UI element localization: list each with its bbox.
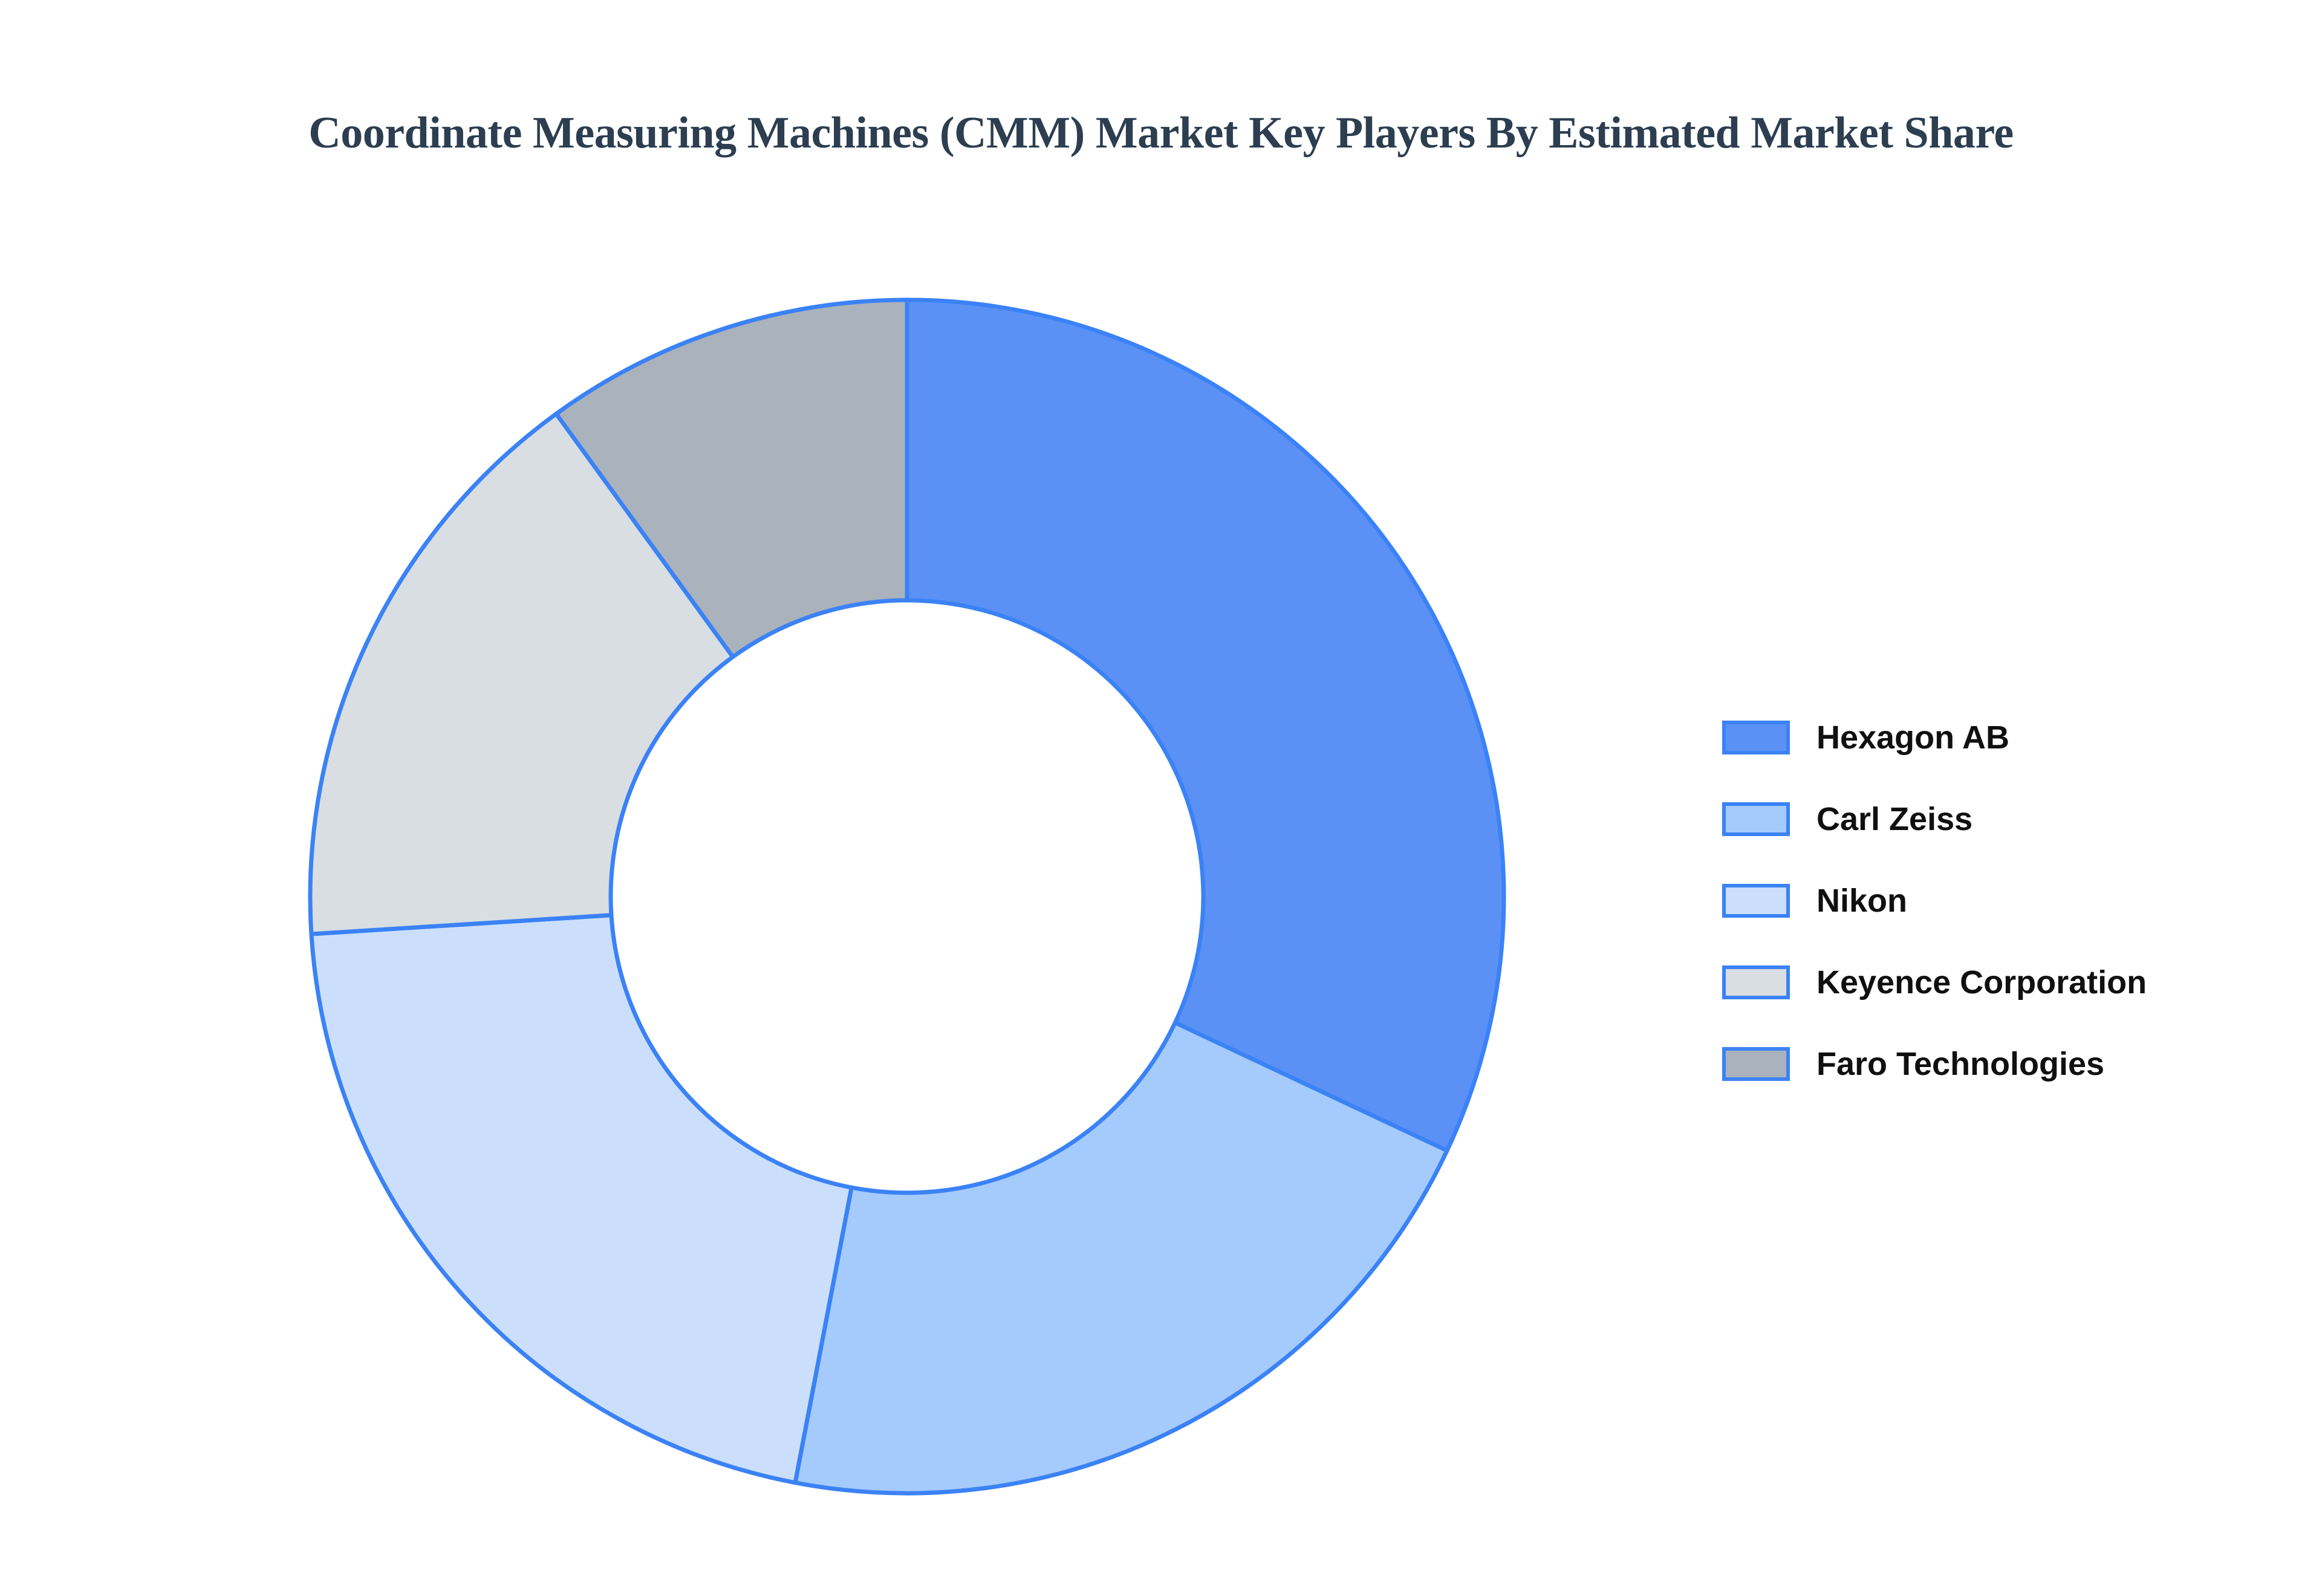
donut-slice-group: [308, 297, 1506, 1496]
donut-slice[interactable]: [309, 913, 854, 1485]
legend-item-label: Faro Technologies: [1816, 1045, 2105, 1082]
legend-item[interactable]: Keyence Corporation: [1722, 941, 2266, 1023]
legend-color-swatch: [1722, 720, 1790, 754]
legend-color-swatch: [1722, 1046, 1790, 1081]
legend-item[interactable]: Nikon: [1722, 860, 2266, 941]
legend-item[interactable]: Hexagon AB: [1722, 696, 2266, 778]
donut-slice[interactable]: [905, 297, 1506, 1153]
legend-item[interactable]: Carl Zeiss: [1722, 778, 2266, 860]
donut-plot-area: [308, 297, 1506, 1496]
legend-color-swatch: [1722, 965, 1790, 999]
legend-item[interactable]: Faro Technologies: [1722, 1023, 2266, 1105]
legend-color-swatch: [1722, 802, 1790, 836]
chart-legend: Hexagon AB Carl Zeiss Nikon Keyence Corpora…: [1722, 696, 2266, 1105]
legend-item-label: Nikon: [1816, 882, 1908, 919]
page-title: Coordinate Measuring Machines (CMM) Mark…: [308, 108, 2014, 158]
donut-slice[interactable]: [308, 412, 735, 936]
legend-item-label: Keyence Corporation: [1816, 964, 2147, 1001]
donut-slice[interactable]: [554, 297, 909, 660]
legend-item-label: Hexagon AB: [1816, 719, 2010, 756]
donut-slice[interactable]: [793, 1020, 1449, 1496]
legend-color-swatch: [1722, 883, 1790, 918]
legend-item-label: Carl Zeiss: [1816, 800, 1973, 837]
